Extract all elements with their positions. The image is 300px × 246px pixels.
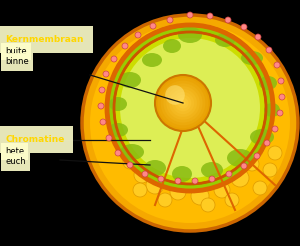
Circle shape	[274, 62, 280, 68]
Circle shape	[231, 169, 249, 187]
Ellipse shape	[201, 162, 223, 178]
Text: buite: buite	[5, 47, 27, 56]
Circle shape	[165, 85, 185, 105]
Circle shape	[166, 86, 200, 120]
Ellipse shape	[144, 160, 166, 176]
Circle shape	[122, 43, 128, 49]
Circle shape	[263, 163, 277, 177]
Circle shape	[100, 119, 106, 125]
Circle shape	[155, 75, 211, 131]
Circle shape	[158, 176, 164, 182]
Circle shape	[254, 153, 260, 159]
Circle shape	[134, 167, 150, 183]
Circle shape	[160, 81, 206, 125]
Circle shape	[264, 140, 270, 146]
Circle shape	[150, 23, 156, 29]
Circle shape	[167, 17, 173, 23]
Circle shape	[114, 32, 266, 184]
Text: euch: euch	[5, 157, 26, 167]
Circle shape	[82, 15, 298, 231]
Circle shape	[191, 187, 209, 205]
Ellipse shape	[109, 97, 127, 111]
Circle shape	[279, 94, 285, 100]
Circle shape	[180, 100, 186, 106]
Circle shape	[177, 97, 189, 108]
Circle shape	[158, 78, 208, 128]
Ellipse shape	[163, 39, 181, 53]
Circle shape	[90, 23, 290, 223]
Circle shape	[272, 126, 278, 132]
Circle shape	[122, 127, 134, 139]
Circle shape	[164, 83, 202, 123]
Circle shape	[214, 182, 230, 198]
Circle shape	[133, 183, 147, 197]
Circle shape	[172, 92, 194, 114]
Ellipse shape	[227, 149, 253, 167]
Circle shape	[158, 193, 172, 207]
Text: Kernmembraan: Kernmembraan	[5, 35, 83, 44]
Circle shape	[169, 89, 197, 117]
Circle shape	[278, 78, 284, 84]
Circle shape	[103, 71, 109, 77]
Circle shape	[106, 135, 112, 141]
Text: hete: hete	[5, 147, 24, 156]
Circle shape	[241, 163, 247, 169]
Circle shape	[127, 162, 133, 168]
Ellipse shape	[259, 76, 277, 90]
Circle shape	[266, 47, 272, 53]
Circle shape	[192, 178, 198, 184]
Circle shape	[247, 142, 263, 158]
Circle shape	[241, 24, 247, 30]
Ellipse shape	[119, 72, 141, 88]
Ellipse shape	[215, 33, 235, 47]
Circle shape	[225, 17, 231, 23]
Circle shape	[170, 184, 186, 200]
Circle shape	[277, 110, 283, 116]
Circle shape	[120, 38, 260, 178]
Ellipse shape	[241, 51, 263, 65]
Ellipse shape	[264, 103, 280, 117]
Circle shape	[135, 32, 141, 38]
Text: binne: binne	[5, 58, 29, 66]
Circle shape	[225, 193, 239, 207]
Circle shape	[142, 171, 148, 177]
Circle shape	[226, 171, 232, 177]
Circle shape	[119, 141, 133, 155]
Circle shape	[209, 176, 215, 182]
Circle shape	[111, 56, 117, 62]
Circle shape	[146, 176, 164, 194]
Circle shape	[123, 155, 137, 169]
Circle shape	[255, 34, 261, 40]
Ellipse shape	[108, 123, 128, 137]
Circle shape	[107, 25, 273, 191]
Circle shape	[253, 181, 267, 195]
Circle shape	[99, 87, 105, 93]
Circle shape	[175, 95, 191, 111]
Circle shape	[175, 178, 181, 184]
Circle shape	[268, 146, 282, 160]
Circle shape	[115, 150, 121, 156]
Ellipse shape	[178, 27, 202, 43]
Ellipse shape	[142, 53, 162, 67]
Circle shape	[243, 128, 257, 142]
Ellipse shape	[120, 144, 144, 160]
Circle shape	[207, 13, 213, 19]
Circle shape	[245, 157, 259, 171]
Ellipse shape	[172, 166, 192, 182]
Text: Chromatine: Chromatine	[5, 135, 64, 144]
Circle shape	[201, 198, 215, 212]
Circle shape	[98, 103, 104, 109]
Circle shape	[187, 12, 193, 18]
Ellipse shape	[250, 129, 274, 145]
